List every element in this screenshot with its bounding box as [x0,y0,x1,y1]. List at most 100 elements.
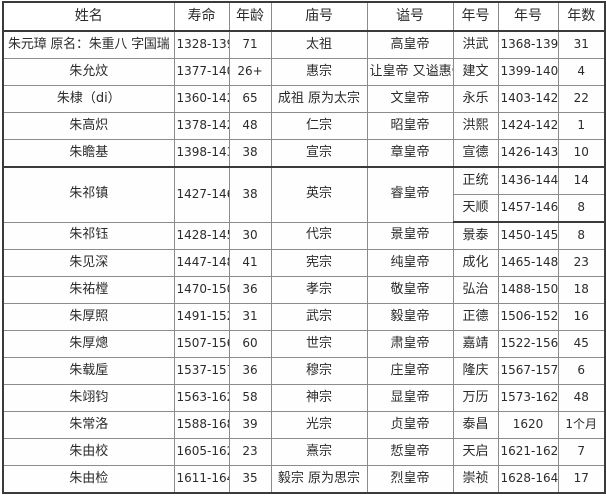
cell-era-name: 永乐 [452,85,499,113]
cell-era-name: 泰昌 [452,411,499,439]
column-header-posthumous-name: 谥号 [366,1,454,32]
cell-name: 朱允炆 [2,58,175,86]
cell-posthumous-name: 肃皇帝 [366,330,454,358]
cell-era-name: 洪武 [452,30,499,59]
cell-temple-name: 穆宗 [270,357,368,385]
column-header-age: 年龄 [228,1,272,32]
cell-era-years: 1457-1464 [497,194,559,223]
cell-temple-name: 世宗 [270,330,368,358]
cell-temple-name: 代宗 [270,221,368,250]
cell-name: 朱由校 [2,438,175,466]
cell-era-years: 1450-1457 [497,221,559,250]
column-header-name: 姓名 [2,1,175,32]
cell-name: 朱祁镇 [2,166,175,223]
cell-year-count: 18 [557,276,606,304]
cell-lifespan: 1537-1572 [173,357,230,385]
cell-age: 58 [228,384,272,412]
cell-temple-name: 惠宗 [270,58,368,86]
column-header-era-name: 年号 [452,1,499,32]
cell-temple-name: 宪宗 [270,249,368,277]
cell-temple-name: 仁宗 [270,112,368,140]
cell-temple-name: 英宗 [270,166,368,223]
cell-era-years: 1620 [497,411,559,439]
cell-temple-name: 成祖 原为太宗 [270,85,368,113]
cell-era-years: 1368-1398 [497,30,559,59]
cell-year-count: 14 [557,166,606,195]
cell-temple-name: 熹宗 [270,438,368,466]
cell-name: 朱翊钧 [2,384,175,412]
cell-era-years: 1436-1449 [497,166,559,195]
cell-posthumous-name: 庄皇帝 [366,357,454,385]
column-header-lifespan: 寿命 [173,1,230,32]
cell-age: 26+ [228,58,272,86]
cell-name: 朱厚照 [2,303,175,331]
cell-age: 71 [228,30,272,59]
cell-lifespan: 1447-1487 [173,249,230,277]
cell-lifespan: 1377-1402 [173,58,230,86]
cell-era-name: 建文 [452,58,499,86]
cell-year-count: 8 [557,221,606,250]
cell-lifespan: 1427-1464 [173,166,230,223]
cell-name: 朱常洛 [2,411,175,439]
cell-lifespan: 1328-1398 [173,30,230,59]
cell-year-count: 6 [557,357,606,385]
cell-era-name: 隆庆 [452,357,499,385]
cell-era-name: 弘治 [452,276,499,304]
cell-name: 朱祁钰 [2,221,175,250]
cell-era-name: 崇祯 [452,465,499,494]
cell-name: 朱载垕 [2,357,175,385]
header-row: 姓名 寿命 年龄 庙号 谥号 年号 年号 年数 [2,1,606,32]
cell-era-years: 1522-1566 [497,330,559,358]
cell-temple-name: 宣宗 [270,139,368,168]
cell-era-name: 宣德 [452,139,499,168]
cell-era-name: 洪熙 [452,112,499,140]
cell-posthumous-name: 烈皇帝 [366,465,454,494]
cell-year-count: 23 [557,249,606,277]
cell-year-count: 10 [557,139,606,168]
cell-lifespan: 1398-1435 [173,139,230,168]
cell-year-count: 1 [557,112,606,140]
cell-era-name: 嘉靖 [452,330,499,358]
cell-name: 朱元璋 原名：朱重八 字国瑞 [2,30,175,59]
cell-temple-name: 孝宗 [270,276,368,304]
cell-era-name: 成化 [452,249,499,277]
cell-lifespan: 1428-1457 [173,221,230,250]
cell-era-name: 正德 [452,303,499,331]
cell-year-count: 1个月 [557,411,606,439]
cell-era-years: 1426-1435 [497,139,559,168]
cell-age: 23 [228,438,272,466]
cell-posthumous-name: 睿皇帝 [366,166,454,223]
cell-era-name: 万历 [452,384,499,412]
cell-age: 38 [228,139,272,168]
cell-age: 36 [228,276,272,304]
cell-lifespan: 1360-1424 [173,85,230,113]
cell-age: 48 [228,112,272,140]
cell-age: 41 [228,249,272,277]
cell-name: 朱祐樘 [2,276,175,304]
cell-posthumous-name: 毅皇帝 [366,303,454,331]
table-row: 朱元璋 原名：朱重八 字国瑞1328-139871太祖高皇帝洪武1368-139… [2,30,606,59]
cell-era-years: 1403-1424 [497,85,559,113]
cell-era-years: 1573-1620 [497,384,559,412]
cell-temple-name: 武宗 [270,303,368,331]
cell-posthumous-name: 文皇帝 [366,85,454,113]
cell-posthumous-name: 悊皇帝 [366,438,454,466]
column-header-year-count: 年数 [557,1,606,32]
cell-lifespan: 1507-1566 [173,330,230,358]
cell-age: 39 [228,411,272,439]
cell-posthumous-name: 敬皇帝 [366,276,454,304]
cell-lifespan: 1470-1505 [173,276,230,304]
